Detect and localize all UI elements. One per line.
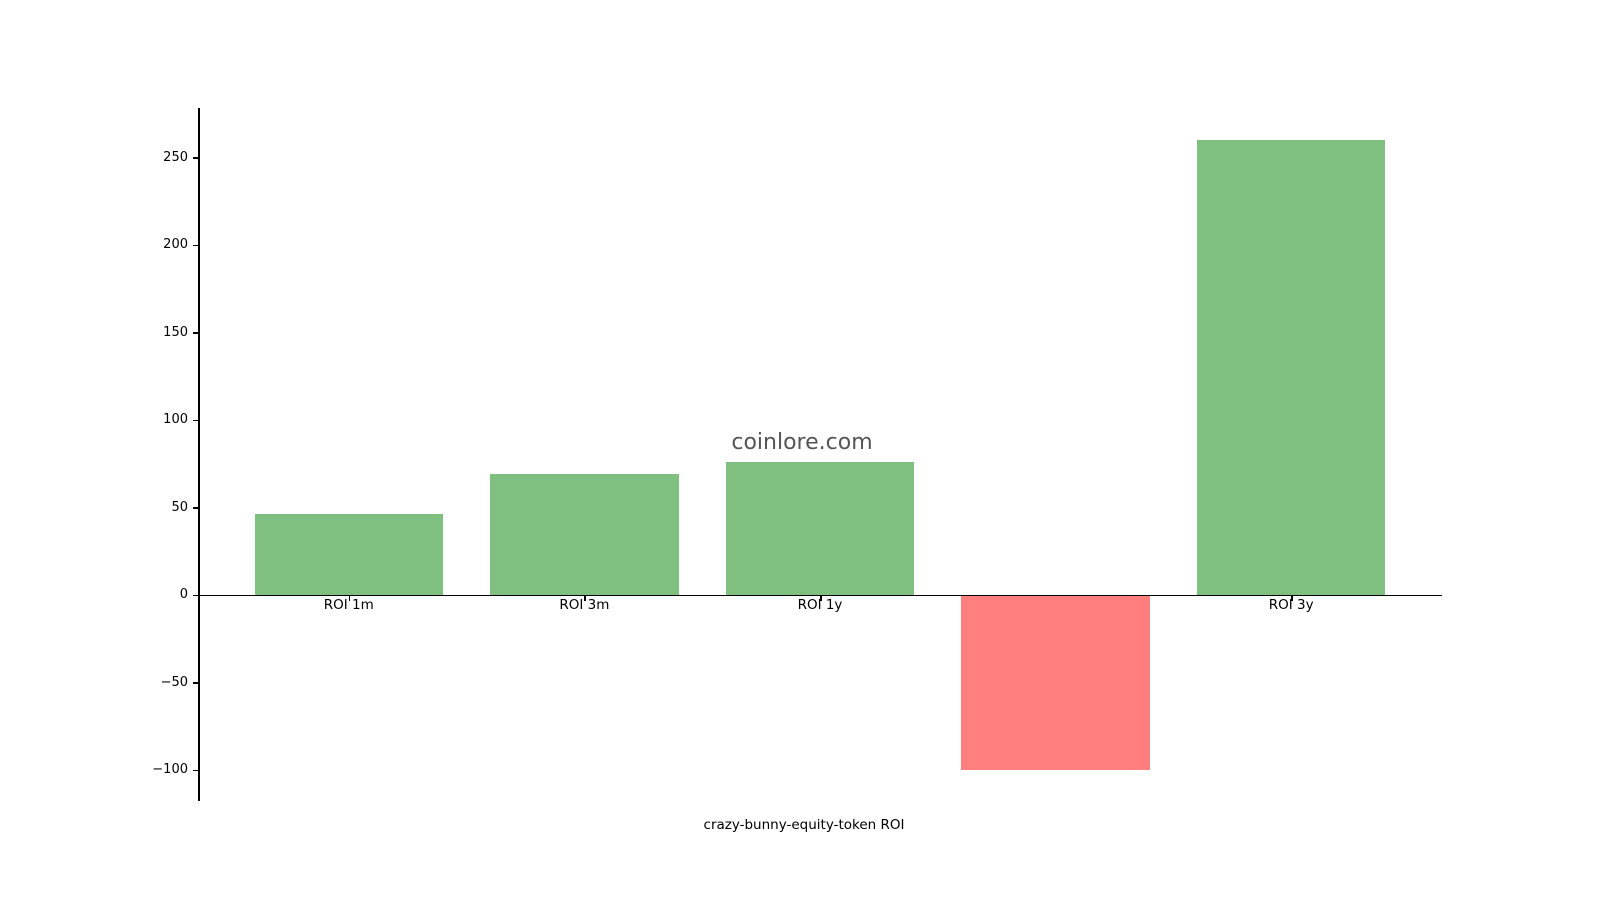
y-tick-mark — [193, 332, 198, 334]
y-tick-mark — [193, 244, 198, 246]
x-tick-mark — [584, 595, 586, 601]
x-axis-zero-line — [198, 594, 1442, 596]
y-tick-mark — [193, 594, 198, 596]
watermark: coinlore.com — [731, 430, 873, 455]
y-tick-mark — [193, 769, 198, 771]
x-tick-label: ROI 1m — [323, 597, 374, 613]
y-tick-mark — [193, 507, 198, 509]
y-tick-mark — [193, 157, 198, 159]
bar-negative-3 — [961, 594, 1150, 770]
y-tick-mark — [193, 682, 198, 684]
y-tick-label: −50 — [160, 674, 188, 690]
y-tick-label: 150 — [163, 324, 188, 340]
x-tick-mark — [820, 595, 822, 601]
y-tick-label: 0 — [179, 587, 188, 602]
bar-roi-1m — [254, 514, 444, 595]
chart-title: crazy-bunny-equity-token ROI — [703, 817, 905, 833]
y-axis-line — [198, 108, 200, 801]
y-tick-mark — [193, 419, 198, 421]
y-tick-label: 50 — [171, 499, 188, 515]
x-tick-mark — [1291, 595, 1293, 601]
bar-roi-1y — [725, 461, 915, 595]
bar-roi-3m — [490, 473, 679, 595]
y-tick-label: 200 — [163, 237, 188, 252]
y-tick-label: −100 — [152, 762, 188, 777]
y-tick-label: 250 — [163, 149, 188, 165]
x-tick-label: ROI 3y — [1268, 597, 1314, 613]
bar-roi-3y — [1196, 139, 1386, 595]
y-tick-label: 100 — [163, 412, 188, 427]
x-tick-label: ROI 3m — [559, 597, 610, 613]
x-tick-mark — [348, 595, 351, 601]
x-tick-label: ROI 1y — [797, 597, 843, 613]
